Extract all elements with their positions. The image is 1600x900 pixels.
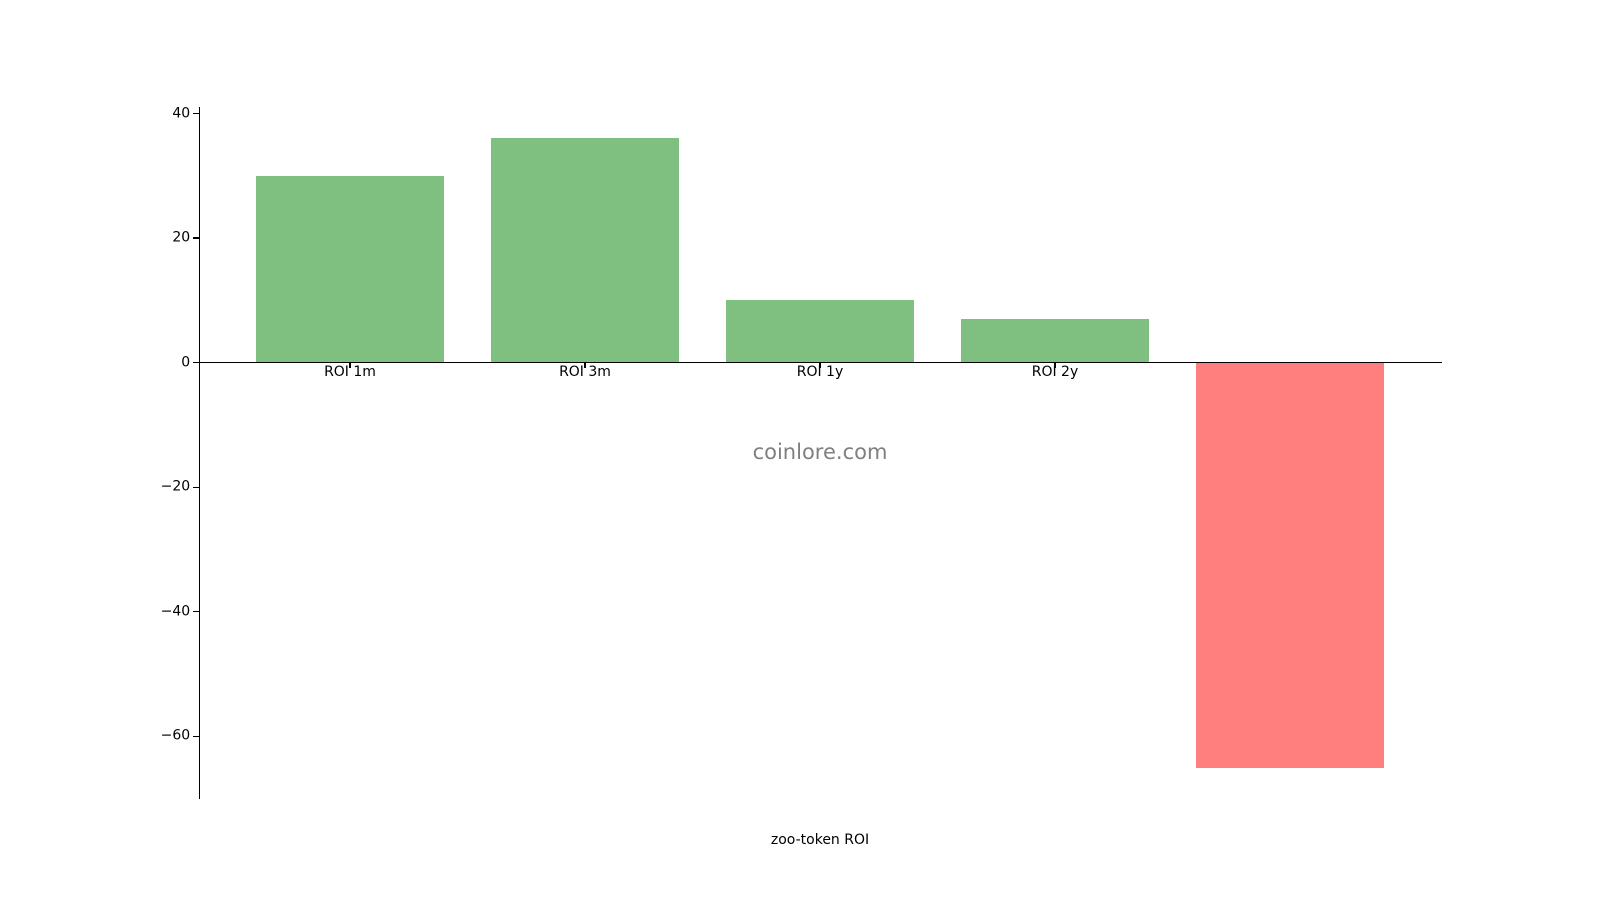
- bar-roi-1y: [726, 300, 914, 363]
- y-tick-label: −20: [160, 478, 191, 495]
- y-tick-label: 40: [172, 105, 191, 122]
- y-axis-line: [198, 107, 200, 799]
- bar-roi-3m: [491, 138, 679, 363]
- x-tick-mark: [819, 362, 821, 369]
- x-tick-label: ROI 2y: [1031, 364, 1079, 381]
- bar-bar-5: [1196, 362, 1384, 768]
- y-tick-label: −40: [160, 603, 191, 620]
- bar-roi-1m: [256, 175, 444, 363]
- y-tick-mark: [193, 735, 199, 738]
- y-tick-mark: [193, 112, 199, 115]
- y-tick-mark: [193, 486, 199, 488]
- chart-title: zoo-token ROI: [770, 832, 870, 848]
- watermark-text: coinlore.com: [752, 440, 888, 464]
- x-axis-line: [198, 362, 1442, 364]
- x-tick-mark: [584, 362, 586, 369]
- x-tick-label: ROI 3m: [559, 364, 611, 381]
- y-tick-label: 0: [181, 354, 191, 371]
- x-tick-label: ROI 1m: [324, 364, 376, 381]
- y-tick-label: 20: [172, 229, 191, 246]
- y-tick-mark: [193, 237, 199, 239]
- bar-roi-2y: [961, 319, 1149, 363]
- x-tick-mark: [1054, 362, 1056, 369]
- y-tick-label: −60: [160, 728, 191, 745]
- x-tick-label: ROI 1y: [796, 364, 844, 381]
- x-tick-mark: [349, 362, 351, 369]
- y-tick-mark: [193, 611, 199, 613]
- y-tick-mark: [193, 362, 199, 364]
